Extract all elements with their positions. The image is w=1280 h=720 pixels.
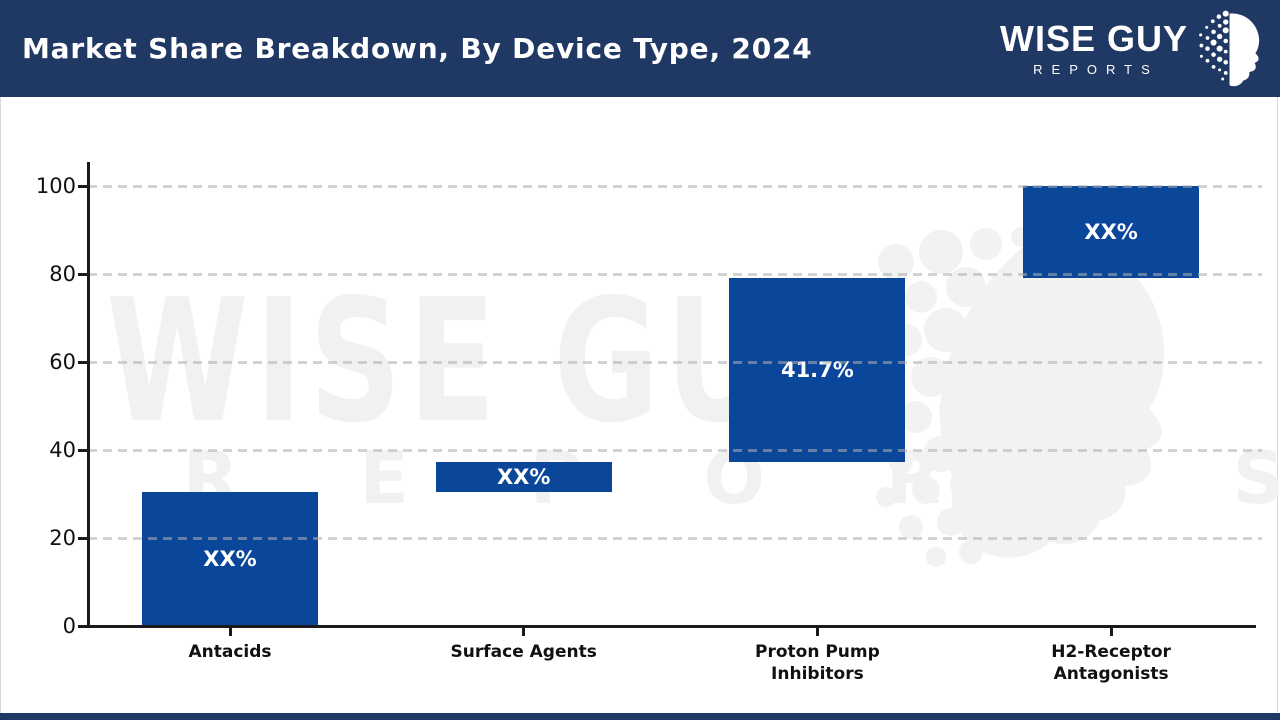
watermark-text: WISE GUY xyxy=(106,263,877,461)
brand-logo: WISE GUY REPORTS xyxy=(1000,8,1280,90)
watermark-face-icon xyxy=(866,227,1165,567)
brand-logo-text: WISE GUY REPORTS xyxy=(999,17,1188,77)
y-axis-line xyxy=(87,162,90,628)
footer-accent-bar xyxy=(0,713,1280,720)
logo-brand-name: WISE GUY xyxy=(999,17,1188,59)
logo-face-icon xyxy=(1199,10,1260,86)
chart-title: Market Share Breakdown, By Device Type, … xyxy=(22,32,813,65)
logo-brand-sub: REPORTS xyxy=(1033,61,1159,77)
x-axis-line xyxy=(87,625,1256,628)
header-bar: Market Share Breakdown, By Device Type, … xyxy=(0,0,1280,97)
chart-canvas: WISE GUY R E P O R T S xyxy=(0,97,1280,714)
